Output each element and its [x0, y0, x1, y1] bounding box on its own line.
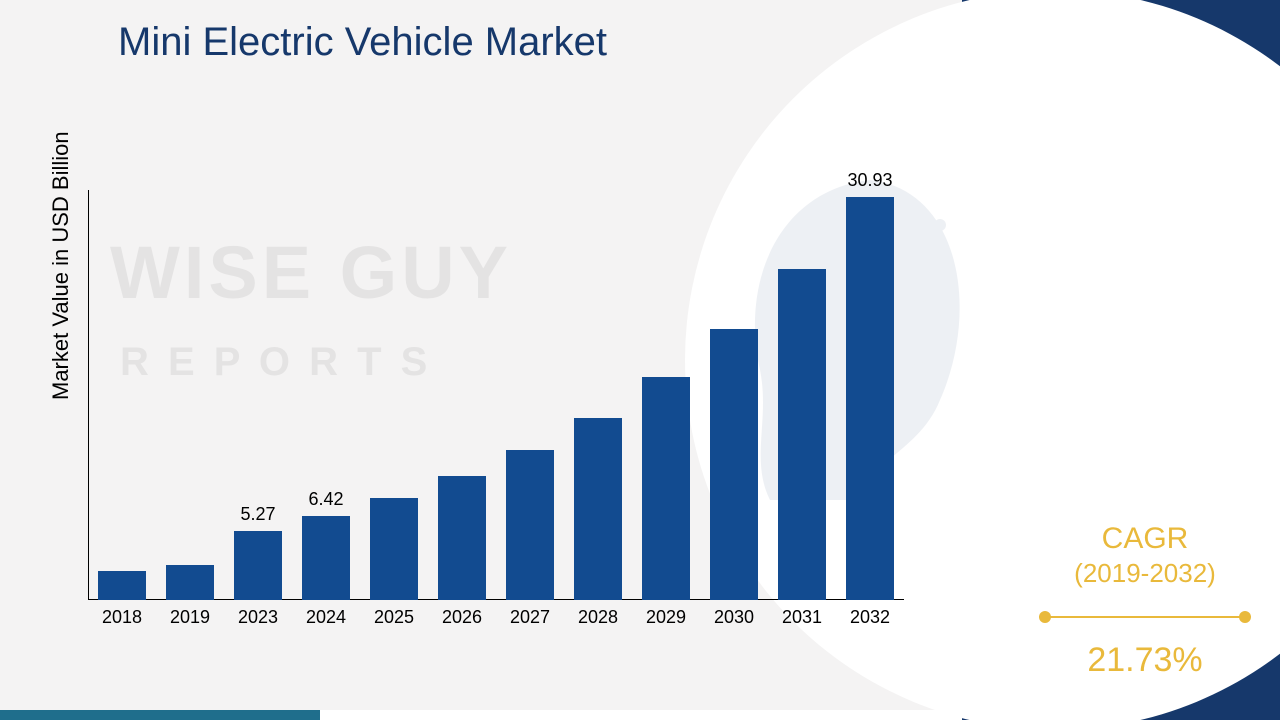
bar-2028 — [574, 418, 622, 600]
cagr-value: 21.73% — [1010, 641, 1280, 680]
x-tick-2030: 2030 — [714, 607, 754, 628]
x-tick-2023: 2023 — [238, 607, 278, 628]
x-tick-2024: 2024 — [306, 607, 346, 628]
bar-2029 — [642, 377, 690, 600]
x-tick-2019: 2019 — [170, 607, 210, 628]
y-axis-label: Market Value in USD Billion — [48, 131, 74, 400]
bar-chart: 2018201920235.2720246.422025202620272028… — [88, 170, 904, 600]
brand-logo: WISE GUY R E P O R T S — [968, 20, 1268, 110]
bar-2023 — [234, 531, 282, 600]
x-tick-2027: 2027 — [510, 607, 550, 628]
cagr-divider-line — [1045, 616, 1245, 618]
cagr-divider — [1045, 607, 1245, 627]
bottom-accent-bar — [0, 710, 320, 720]
bar-label-2023: 5.27 — [240, 504, 275, 525]
x-tick-2028: 2028 — [578, 607, 618, 628]
cagr-divider-dot-left — [1039, 611, 1051, 623]
bar-2019 — [166, 565, 214, 600]
brand-head-icon — [1168, 30, 1258, 140]
x-tick-2025: 2025 — [374, 607, 414, 628]
x-tick-2018: 2018 — [102, 607, 142, 628]
cagr-title: CAGR — [1010, 522, 1280, 556]
cagr-block: CAGR (2019-2032) 21.73% — [1010, 522, 1280, 680]
x-tick-2026: 2026 — [442, 607, 482, 628]
y-axis-line — [88, 190, 89, 600]
cagr-divider-dot-right — [1239, 611, 1251, 623]
bar-2018 — [98, 571, 146, 600]
stage: WISE GUY R E P O R T S Mini Electric Veh… — [0, 0, 1280, 720]
bar-2031 — [778, 269, 826, 600]
bar-2026 — [438, 476, 486, 600]
cagr-range: (2019-2032) — [1010, 558, 1280, 589]
bar-label-2032: 30.93 — [847, 170, 892, 191]
chart-title: Mini Electric Vehicle Market — [118, 20, 607, 65]
bar-label-2024: 6.42 — [308, 489, 343, 510]
x-tick-2031: 2031 — [782, 607, 822, 628]
bar-2030 — [710, 329, 758, 600]
x-tick-2032: 2032 — [850, 607, 890, 628]
bar-2024 — [302, 516, 350, 600]
x-tick-2029: 2029 — [646, 607, 686, 628]
bar-2025 — [370, 498, 418, 600]
bar-2032 — [846, 197, 894, 600]
bar-2027 — [506, 450, 554, 600]
